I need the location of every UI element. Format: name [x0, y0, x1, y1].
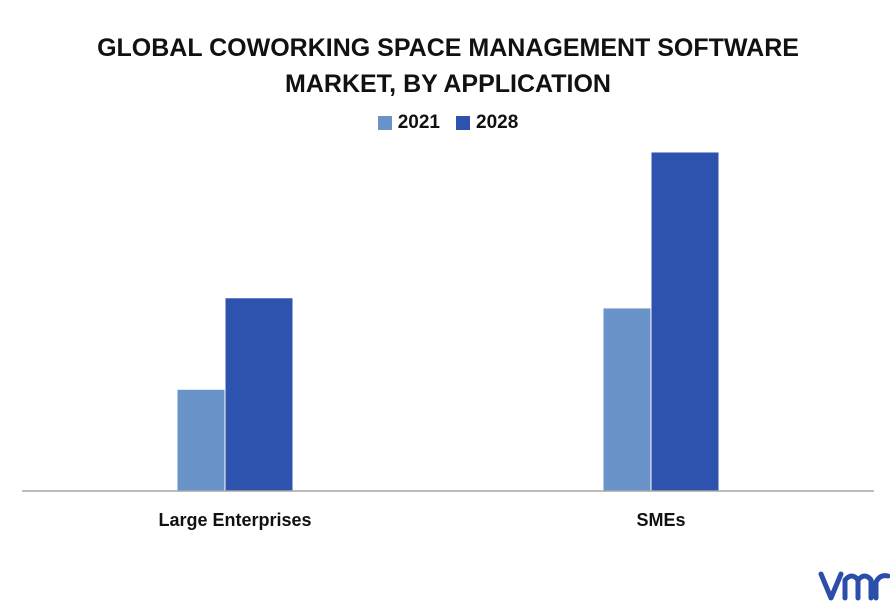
legend-swatch-2021 — [377, 116, 392, 130]
bar-large-enterprises-2028 — [224, 297, 294, 492]
chart-title-line-2: MARKET, BY APPLICATION — [285, 70, 611, 98]
legend-item-2028: 2028 — [456, 112, 518, 134]
legend-swatch-2028 — [456, 116, 470, 130]
chart-title-line-1: GLOBAL COWORKING SPACE MANAGEMENT SOFTWA… — [97, 34, 799, 62]
chart-legend: 2021 2028 — [0, 112, 896, 134]
legend-item-2021: 2021 — [377, 112, 440, 134]
x-tick-label-large-enterprises: Large Enterprises — [158, 510, 311, 530]
legend-label-2028: 2028 — [476, 112, 519, 133]
bar-smes-2021 — [602, 307, 652, 492]
vmr-logo-icon — [818, 571, 890, 601]
bar-smes-2028 — [650, 151, 720, 492]
chart-title: GLOBAL COWORKING SPACE MANAGEMENT SOFTWA… — [0, 30, 896, 102]
x-tick-label-smes: SMEs — [636, 510, 685, 530]
legend-label-2021: 2021 — [397, 112, 440, 133]
bar-large-enterprises-2021 — [176, 388, 226, 492]
